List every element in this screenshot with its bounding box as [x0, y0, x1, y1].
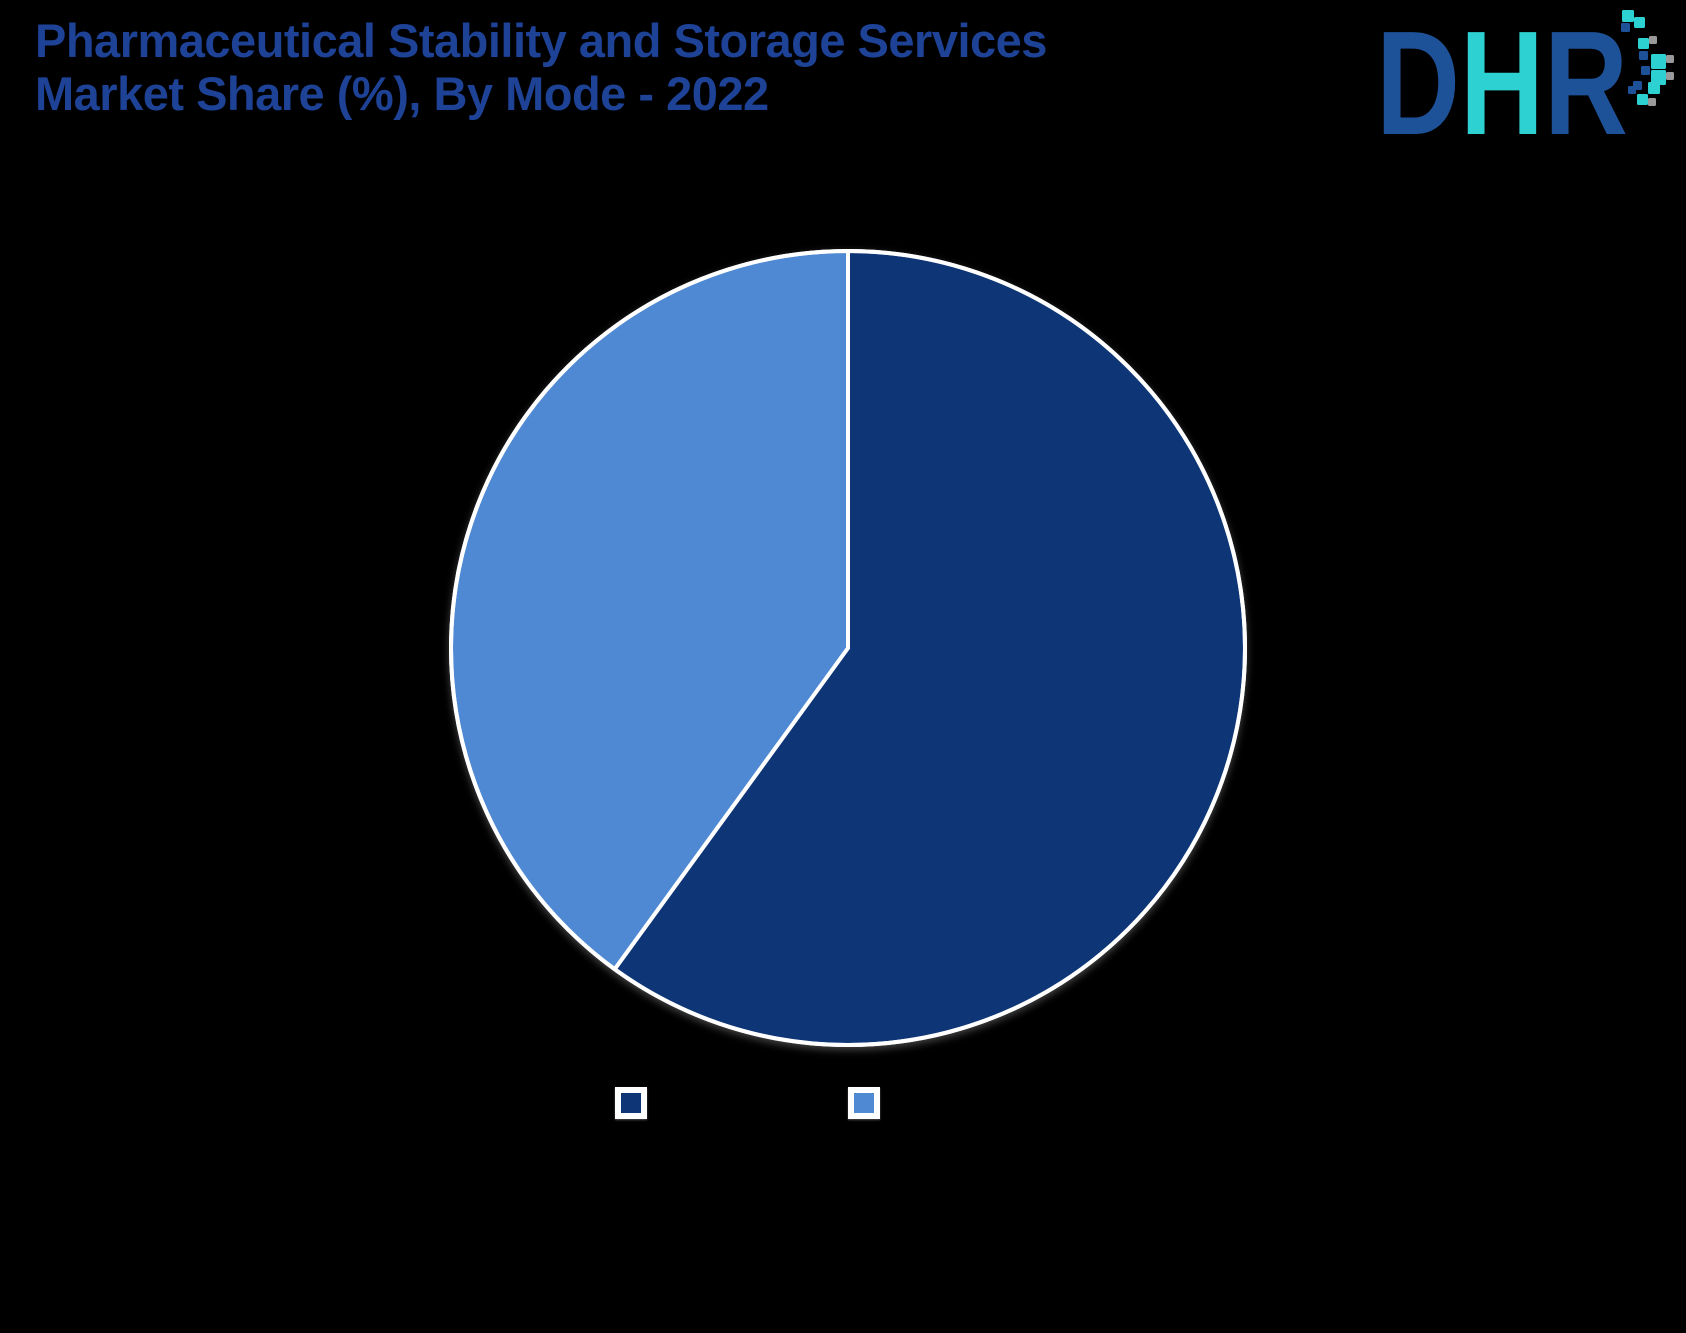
logo-letter: D [1376, 6, 1460, 156]
logo-dot-icon [1639, 51, 1648, 60]
dhr-logo: DHR [1376, 6, 1674, 156]
chart-title-line2: Market Share (%), By Mode - 2022 [35, 67, 769, 120]
logo-letters: DHR [1376, 6, 1628, 156]
logo-letter: H [1460, 6, 1544, 156]
logo-dot-icon [1651, 70, 1666, 85]
logo-dot-icon [1648, 98, 1656, 106]
logo-dot-icon [1648, 82, 1660, 94]
legend-swatch-1 [615, 1087, 647, 1119]
logo-dot-icon [1638, 38, 1649, 49]
logo-dot-icon [1666, 72, 1674, 80]
logo-dot-icon [1666, 55, 1674, 63]
logo-dot-icon [1649, 36, 1657, 44]
pie-chart [438, 238, 1258, 1058]
legend-swatch-2 [848, 1087, 880, 1119]
logo-dots-icon [1621, 10, 1674, 106]
logo-dot-icon [1622, 10, 1634, 22]
logo-dot-icon [1634, 17, 1645, 28]
logo-dot-icon [1637, 94, 1648, 105]
logo-letter: R [1544, 6, 1628, 156]
chart-title: Pharmaceutical Stability and Storage Ser… [35, 14, 1235, 120]
pie-outline [449, 249, 1247, 1047]
logo-dot-icon [1651, 54, 1666, 69]
logo-dot-icon [1621, 23, 1630, 32]
logo-dot-icon [1628, 86, 1636, 94]
chart-title-line1: Pharmaceutical Stability and Storage Ser… [35, 14, 1047, 67]
logo-dot-icon [1641, 66, 1650, 75]
